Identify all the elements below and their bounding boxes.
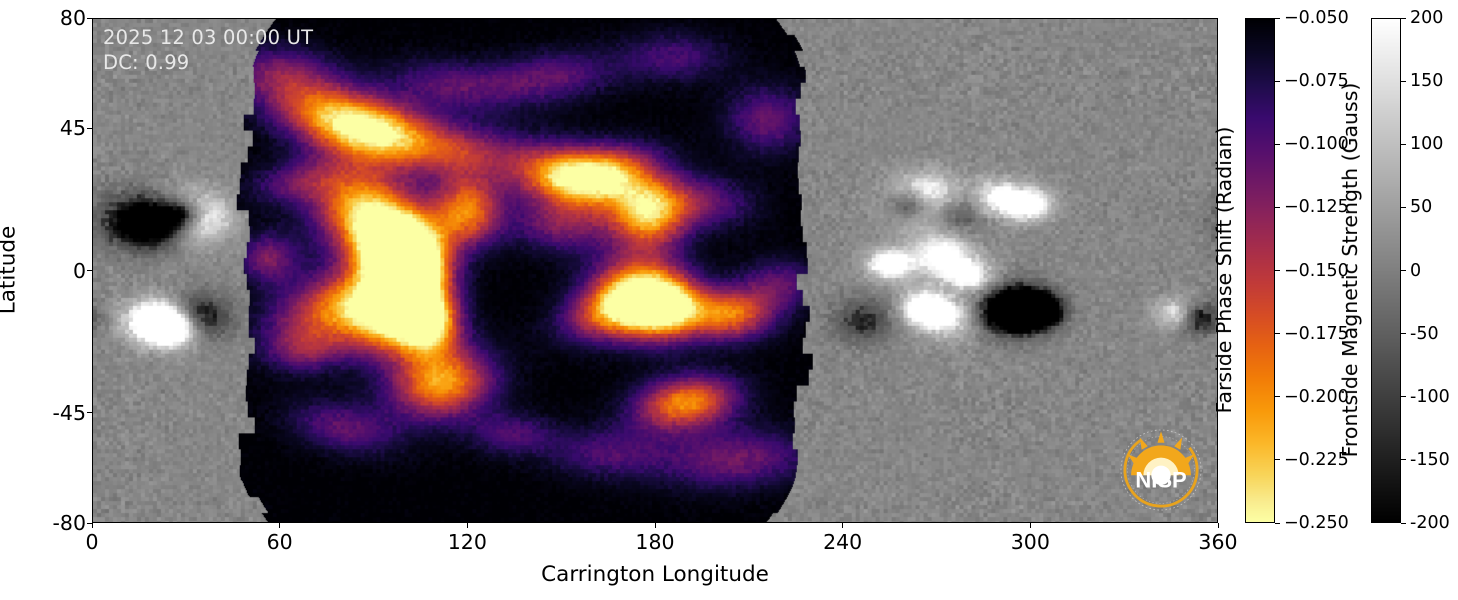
colorbar-tick-mark — [1401, 17, 1406, 19]
farside-colorbar-gradient — [1246, 19, 1274, 522]
y-tick-label: -45 — [52, 400, 86, 425]
colorbar-tick-mark — [1275, 270, 1280, 272]
x-tick-mark — [1029, 523, 1031, 528]
colorbar-tick-label: 200 — [1410, 8, 1444, 28]
y-tick-mark — [87, 412, 92, 414]
nisp-logo-text: NISP — [1135, 468, 1186, 493]
carrington-map-image — [93, 19, 1217, 522]
x-tick-label: 300 — [1010, 530, 1050, 554]
colorbar-tick-label: -50 — [1410, 323, 1439, 344]
nisp-logo: NISP — [1120, 429, 1202, 511]
x-tick-mark — [279, 523, 281, 528]
y-axis-label: Latitude — [0, 225, 21, 315]
colorbar-tick-label: -200 — [1410, 513, 1450, 533]
x-axis-label: Carrington Longitude — [541, 562, 769, 587]
colorbar-tick-mark — [1401, 522, 1406, 524]
colorbar-tick-mark — [1275, 206, 1280, 208]
colorbar-tick-label: 100 — [1410, 134, 1444, 155]
colorbar-tick-label: −0.200 — [1284, 386, 1349, 407]
colorbar-tick-mark — [1401, 143, 1406, 145]
colorbar-tick-mark — [1275, 522, 1280, 524]
y-tick-mark — [87, 270, 92, 272]
colorbar-tick-label: −0.125 — [1284, 197, 1349, 218]
colorbar-tick-label: −0.175 — [1284, 323, 1349, 344]
farside-colorbar-label: Farside Phase Shift (Radian) — [1212, 126, 1236, 414]
y-tick-mark — [87, 522, 92, 524]
frontside-colorbar-gradient — [1372, 19, 1400, 522]
x-tick-label: 360 — [1198, 530, 1238, 554]
x-tick-label: 240 — [823, 530, 863, 554]
colorbar-tick-mark — [1275, 396, 1280, 398]
x-tick-label: 0 — [85, 530, 99, 554]
x-tick-mark — [466, 523, 468, 528]
colorbar-tick-mark — [1401, 459, 1406, 461]
x-tick-mark — [1217, 523, 1219, 528]
colorbar-tick-label: 50 — [1410, 197, 1433, 218]
y-tick-label: 45 — [59, 116, 86, 141]
colorbar-tick-mark — [1275, 80, 1280, 82]
x-tick-mark — [842, 523, 844, 528]
colorbar-tick-label: −0.225 — [1284, 449, 1349, 470]
colorbar-tick-mark — [1401, 80, 1406, 82]
x-tick-label: 180 — [635, 530, 675, 554]
colorbar-tick-mark — [1275, 17, 1280, 19]
colorbar-tick-label: −0.150 — [1284, 260, 1349, 281]
colorbar-tick-label: -100 — [1410, 386, 1450, 407]
colorbar-tick-mark — [1275, 333, 1280, 335]
x-tick-mark — [654, 523, 656, 528]
x-tick-mark — [91, 523, 93, 528]
colorbar-tick-mark — [1401, 206, 1406, 208]
x-tick-label: 60 — [266, 530, 293, 554]
colorbar-tick-mark — [1401, 270, 1406, 272]
frontside-colorbar-label: Frontside Magnetic Strength (Gauss) — [1338, 82, 1362, 458]
colorbar-tick-mark — [1401, 333, 1406, 335]
colorbar-tick-label: 0 — [1410, 260, 1422, 281]
colorbar-tick-label: −0.250 — [1284, 513, 1349, 533]
y-tick-label: 80 — [59, 6, 86, 30]
colorbar-tick-mark — [1275, 143, 1280, 145]
carrington-map-axes: 2025 12 03 00:00 UT DC: 0.99 — [92, 18, 1218, 523]
y-tick-mark — [87, 17, 92, 19]
colorbar-tick-mark — [1275, 459, 1280, 461]
nisp-logo-sun — [1127, 431, 1195, 485]
colorbar-tick-mark — [1401, 396, 1406, 398]
y-tick-label: -80 — [52, 511, 86, 535]
y-tick-label: 0 — [72, 258, 86, 283]
colorbar-tick-label: -150 — [1410, 449, 1450, 470]
farside-phase-shift-colorbar — [1245, 18, 1275, 523]
colorbar-tick-label: 150 — [1410, 71, 1444, 92]
frontside-magnetic-colorbar — [1371, 18, 1401, 523]
x-tick-label: 120 — [447, 530, 487, 554]
colorbar-tick-label: −0.100 — [1284, 134, 1349, 155]
colorbar-tick-label: −0.075 — [1284, 71, 1349, 92]
y-tick-mark — [87, 127, 92, 130]
colorbar-tick-label: −0.050 — [1284, 8, 1349, 28]
